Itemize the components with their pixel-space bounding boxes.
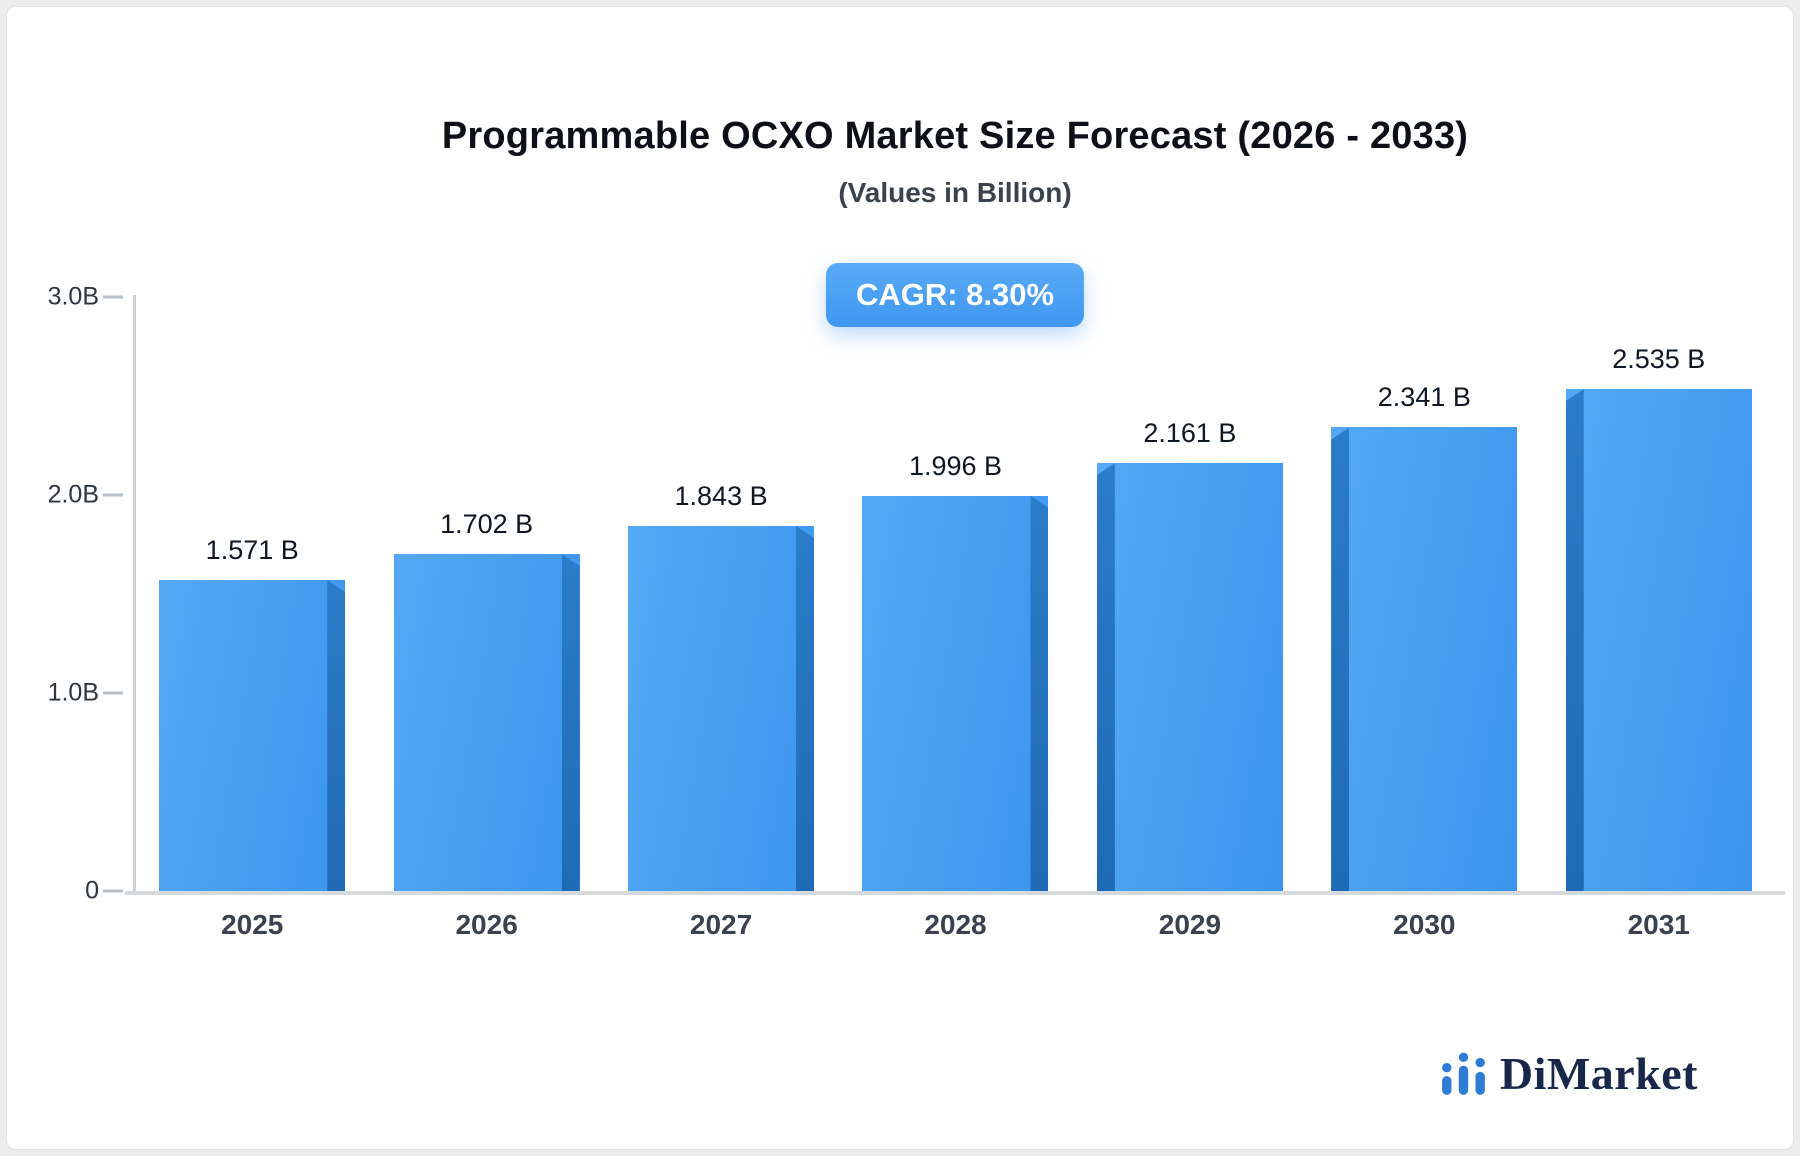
chart-card: Programmable OCXO Market Size Forecast (…	[6, 6, 1794, 1150]
bar-value-label: 1.571 B	[205, 534, 299, 565]
y-axis: 0 1.0B 2.0B 3.0B	[7, 283, 135, 905]
x-axis-label: 2026	[455, 909, 518, 940]
y-tick-mark	[103, 889, 123, 893]
x-axis-label: 2030	[1393, 909, 1456, 940]
bar	[1331, 427, 1518, 891]
x-axis-label: 2031	[1627, 909, 1690, 940]
bar-side-shade	[1030, 495, 1049, 891]
y-tick-label: 2.0B	[47, 480, 99, 509]
bar-side-shade	[1565, 389, 1584, 891]
bar-group: 2.161 B 2029	[1073, 297, 1307, 940]
bar	[1565, 389, 1752, 891]
bar-group: 1.996 B 2028	[838, 297, 1072, 940]
bar-group: 1.702 B 2026	[369, 297, 603, 940]
bar	[862, 495, 1049, 891]
bar	[159, 579, 346, 891]
bar-group: 1.843 B 2027	[604, 297, 838, 940]
y-tick-mark	[103, 493, 123, 497]
cagr-badge: CAGR: 8.30%	[825, 263, 1085, 327]
y-tick-mark	[103, 295, 123, 299]
y-tick-label: 0	[85, 876, 99, 905]
x-axis-label: 2025	[221, 909, 284, 940]
y-axis-line	[133, 295, 136, 895]
bar	[628, 526, 815, 891]
bar-side-shade	[1331, 427, 1350, 891]
bar-group: 1.571 B 2025	[135, 297, 369, 940]
y-tick-label: 1.0B	[47, 678, 99, 707]
brand-name: DiMarket	[1499, 1048, 1698, 1099]
x-axis-label: 2028	[924, 909, 987, 940]
bar-value-label: 2.341 B	[1377, 382, 1471, 413]
bar-group: 2.341 B 2030	[1307, 297, 1541, 940]
x-axis-label: 2027	[689, 909, 753, 940]
brand-logo: DiMarket	[1440, 1047, 1698, 1100]
x-axis-line	[125, 891, 1785, 895]
bar-value-label: 1.843 B	[674, 481, 768, 512]
y-tick-mark	[103, 691, 123, 695]
bar-side-shade	[796, 526, 815, 891]
chart-subtitle: (Values in Billion)	[838, 177, 1072, 208]
bar-side-shade	[561, 554, 580, 891]
bar	[1096, 463, 1283, 891]
bar-chart-icon	[1441, 1052, 1485, 1095]
bar-value-label: 2.535 B	[1612, 344, 1706, 375]
bar-value-label: 2.161 B	[1143, 418, 1237, 449]
bars-container: 1.571 B 2025 1.702 B 2026 1.843 B 2027 1.996 B…	[135, 297, 1776, 940]
chart-title: Programmable OCXO Market Size Forecast (…	[441, 115, 1469, 157]
bar-side-shade	[1096, 463, 1115, 891]
bar-group: 2.535 B 2031	[1542, 297, 1776, 940]
bar	[393, 554, 580, 891]
y-tick-label: 3.0B	[47, 282, 99, 311]
bar-side-shade	[327, 579, 346, 891]
bar-value-label: 1.996 B	[908, 450, 1003, 481]
x-axis-label: 2029	[1158, 909, 1222, 940]
bar-value-label: 1.702 B	[440, 509, 534, 540]
